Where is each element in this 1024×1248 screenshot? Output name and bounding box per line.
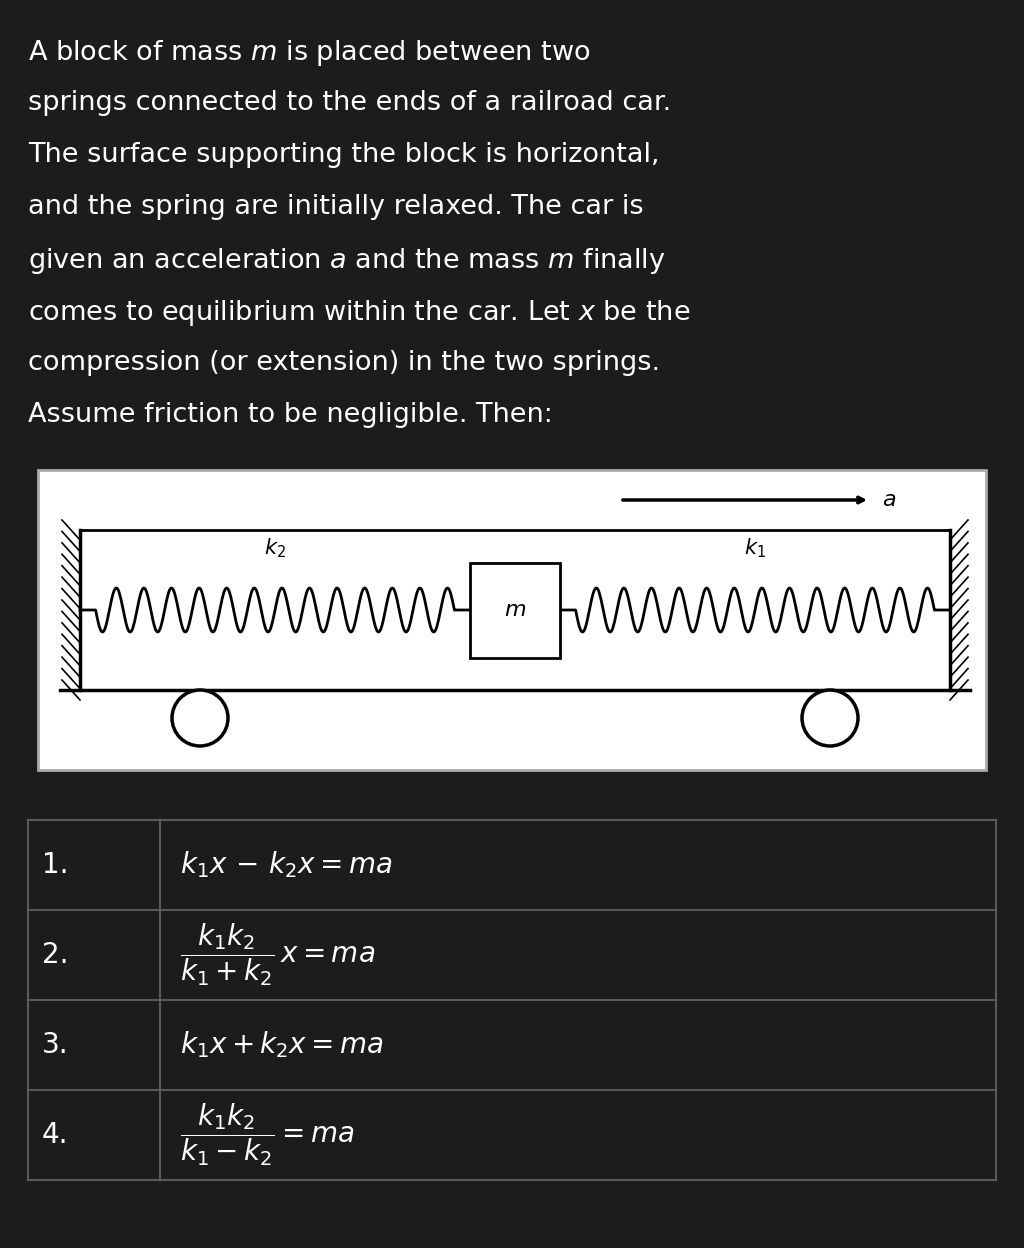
Text: A block of mass $m$ is placed between two: A block of mass $m$ is placed between tw…: [28, 37, 591, 67]
Bar: [38, 470, 986, 770]
Text: $\dfrac{k_1 k_2}{k_1+k_2}\,x = ma$: $\dfrac{k_1 k_2}{k_1+k_2}\,x = ma$: [180, 922, 375, 988]
Bar: [80, 530, 950, 690]
Bar: [470, 563, 560, 658]
Text: springs connected to the ends of a railroad car.: springs connected to the ends of a railr…: [28, 90, 671, 116]
Text: 4.: 4.: [42, 1121, 69, 1149]
Text: comes to equilibrium within the car. Let $x$ be the: comes to equilibrium within the car. Let…: [28, 298, 690, 328]
Text: $\dfrac{k_1 k_2}{k_1-k_2} = ma$: $\dfrac{k_1 k_2}{k_1-k_2} = ma$: [180, 1102, 354, 1168]
Text: compression (or extension) in the two springs.: compression (or extension) in the two sp…: [28, 349, 660, 376]
Text: 1.: 1.: [42, 851, 69, 879]
Text: Assume friction to be negligible. Then:: Assume friction to be negligible. Then:: [28, 402, 553, 428]
Text: 2.: 2.: [42, 941, 69, 968]
Text: and the spring are initially relaxed. The car is: and the spring are initially relaxed. Th…: [28, 193, 644, 220]
Circle shape: [172, 690, 228, 746]
Text: $k_2$: $k_2$: [264, 537, 286, 560]
Text: $m$: $m$: [504, 600, 526, 620]
Text: $a$: $a$: [882, 490, 896, 510]
Text: The surface supporting the block is horizontal,: The surface supporting the block is hori…: [28, 142, 659, 168]
Text: $k_1 x + k_2 x = ma$: $k_1 x + k_2 x = ma$: [180, 1030, 384, 1061]
Text: $k_1$: $k_1$: [744, 537, 766, 560]
Text: given an acceleration $a$ and the mass $m$ finally: given an acceleration $a$ and the mass $…: [28, 246, 666, 276]
Text: $k_1 x\,-\,k_2 x = ma$: $k_1 x\,-\,k_2 x = ma$: [180, 850, 392, 880]
Circle shape: [802, 690, 858, 746]
Text: 3.: 3.: [42, 1031, 69, 1060]
